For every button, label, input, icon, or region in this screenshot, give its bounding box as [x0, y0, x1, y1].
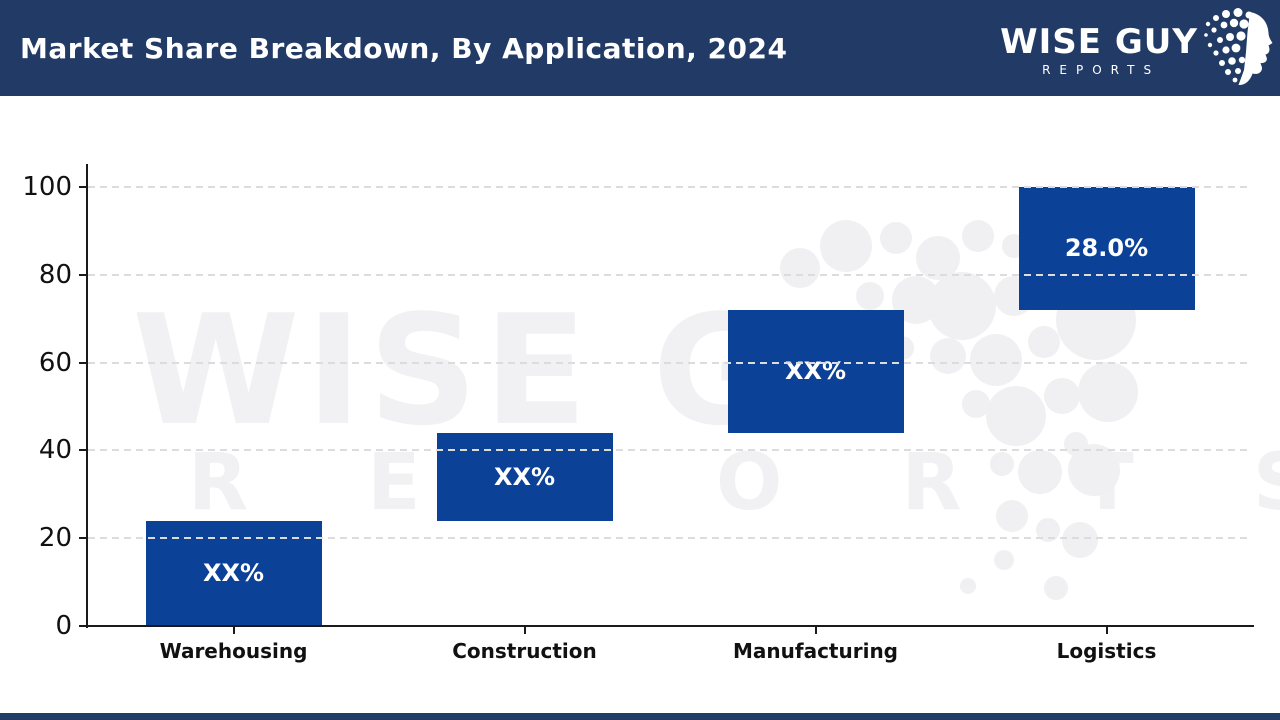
y-tick-label: 20 [38, 523, 72, 554]
y-tick-mark [79, 449, 87, 452]
y-tick-mark [79, 361, 87, 364]
y-tick-mark [79, 186, 87, 188]
y-tick-label: 60 [38, 347, 72, 378]
logo-wordmark: WISE GUY [1000, 21, 1198, 62]
y-tick-label: 40 [38, 435, 72, 466]
header-band: Market Share Breakdown, By Application, … [0, 0, 1280, 96]
watermark-dot [820, 220, 872, 272]
watermark-dot [996, 500, 1028, 532]
watermark-dot [1044, 576, 1068, 600]
logo-subtitle: REPORTS [1042, 62, 1161, 77]
category-label: Manufacturing [733, 639, 898, 663]
y-tick-mark [79, 625, 87, 627]
y-tick-mark [79, 273, 87, 276]
gridline-20 [88, 537, 1252, 540]
watermark-dot [1068, 444, 1120, 496]
watermark-dot [962, 390, 990, 418]
watermark-dot [962, 220, 994, 252]
bar-construction: XX% [436, 432, 613, 521]
category-label: Construction [452, 639, 597, 663]
page-title: Market Share Breakdown, By Application, … [20, 31, 788, 65]
x-tick-mark [523, 627, 526, 634]
bar-value-label: 28.0% [1064, 234, 1149, 263]
watermark-dot [970, 334, 1022, 386]
gridline-80 [88, 273, 1252, 276]
category-label: Logistics [1056, 639, 1157, 663]
category-label: Warehousing [159, 639, 308, 663]
gridline-100 [88, 186, 1252, 188]
x-tick-mark [1105, 627, 1108, 634]
watermark-dot [960, 578, 976, 594]
watermark-dot [930, 338, 966, 374]
y-tick-label: 0 [55, 611, 72, 641]
x-tick-mark [814, 627, 817, 634]
y-tick-mark [79, 537, 87, 540]
bar-value-label: XX% [202, 559, 265, 588]
watermark-dot [1062, 522, 1098, 558]
watermark-dot [856, 282, 884, 310]
dotted-face-profile-icon [1200, 8, 1274, 92]
y-axis [86, 164, 88, 628]
watermark-dot [990, 452, 1014, 476]
watermark-dot [1044, 378, 1080, 414]
watermark-dot [928, 272, 996, 340]
bar-manufacturing: XX% [727, 309, 904, 433]
wise-guy-reports-logo: WISE GUY REPORTS [1000, 8, 1274, 92]
watermark-dot [880, 222, 912, 254]
watermark-dot [994, 550, 1014, 570]
watermark-dot [986, 386, 1046, 446]
y-tick-label: 80 [38, 259, 72, 290]
bar-value-label: XX% [493, 462, 556, 491]
bar-logistics: 28.0% [1018, 187, 1195, 310]
logo-text: WISE GUY REPORTS [1000, 24, 1198, 77]
watermark-dot [1018, 450, 1062, 494]
watermark-dot [780, 248, 820, 288]
x-axis [86, 625, 1254, 627]
y-tick-label: 100 [22, 172, 72, 202]
x-tick-mark [232, 627, 235, 634]
footer-band [0, 713, 1280, 720]
watermark-dot [1028, 326, 1060, 358]
watermark-dot [1078, 362, 1138, 422]
gridline-40 [88, 449, 1252, 452]
gridline-60 [88, 361, 1252, 364]
